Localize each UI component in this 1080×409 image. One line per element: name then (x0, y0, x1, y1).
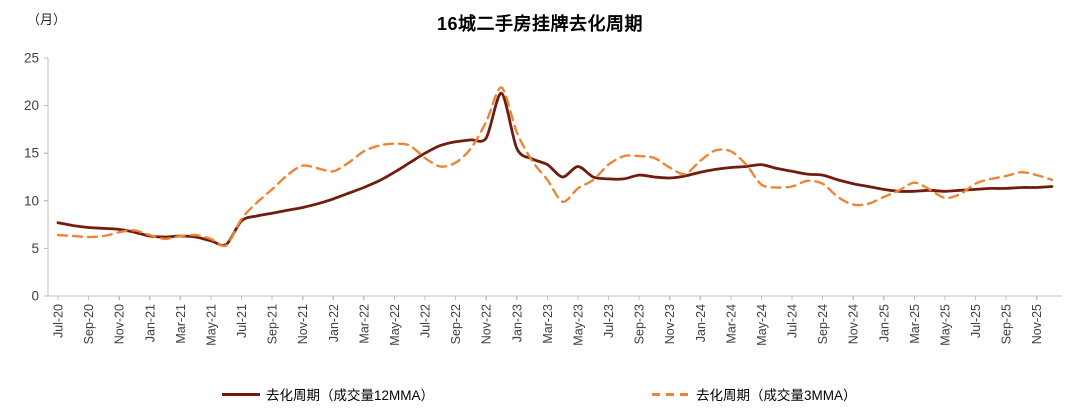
svg-text:25: 25 (24, 51, 39, 66)
y-axis-unit-label: （月） (27, 12, 67, 27)
svg-text:May-25: May-25 (938, 304, 952, 346)
svg-text:Jul-21: Jul-21 (235, 304, 249, 338)
svg-text:20: 20 (24, 98, 39, 113)
svg-text:10: 10 (24, 193, 39, 208)
svg-text:Sep-21: Sep-21 (266, 304, 280, 344)
legend-label-12mma: 去化周期（成交量12MMA） (266, 388, 435, 403)
svg-text:Sep-25: Sep-25 (1000, 304, 1014, 344)
svg-text:Jul-25: Jul-25 (969, 304, 983, 338)
svg-text:Mar-23: Mar-23 (541, 304, 555, 344)
svg-text:Sep-24: Sep-24 (816, 304, 830, 344)
svg-text:Jan-23: Jan-23 (510, 304, 524, 342)
svg-text:Jul-20: Jul-20 (52, 304, 66, 338)
svg-text:Nov-24: Nov-24 (847, 304, 861, 344)
svg-text:Jan-24: Jan-24 (694, 304, 708, 342)
legend-key-solid-line (222, 392, 260, 396)
svg-text:Jul-22: Jul-22 (419, 304, 433, 338)
svg-text:Jul-24: Jul-24 (786, 304, 800, 338)
svg-text:0: 0 (31, 289, 39, 304)
svg-text:Sep-23: Sep-23 (633, 304, 647, 344)
svg-text:May-24: May-24 (755, 304, 769, 346)
svg-text:May-21: May-21 (204, 304, 218, 346)
svg-text:Mar-21: Mar-21 (174, 304, 188, 344)
legend-label-3mma: 去化周期（成交量3MMA） (696, 388, 857, 403)
svg-text:Sep-20: Sep-20 (82, 304, 96, 344)
svg-text:15: 15 (24, 146, 39, 161)
svg-text:Jan-21: Jan-21 (143, 304, 157, 342)
svg-text:Mar-25: Mar-25 (908, 304, 922, 344)
chart-title: 16城二手房挂牌去化周期 (436, 14, 644, 34)
svg-text:Jan-25: Jan-25 (877, 304, 891, 342)
svg-text:Jan-22: Jan-22 (327, 304, 341, 342)
svg-text:May-22: May-22 (388, 304, 402, 346)
svg-text:Nov-22: Nov-22 (480, 304, 494, 344)
legend-item-12mma: 去化周期（成交量12MMA） (222, 382, 434, 406)
svg-text:Jul-23: Jul-23 (602, 304, 616, 338)
svg-text:Mar-24: Mar-24 (724, 304, 738, 344)
svg-text:Sep-22: Sep-22 (449, 304, 463, 344)
legend-item-3mma: 去化周期（成交量3MMA） (652, 382, 857, 406)
legend-key-dashed-line (652, 392, 690, 396)
svg-text:Nov-25: Nov-25 (1030, 304, 1044, 344)
svg-text:Nov-21: Nov-21 (296, 304, 310, 344)
svg-text:5: 5 (31, 241, 39, 256)
svg-text:Nov-23: Nov-23 (663, 304, 677, 344)
svg-text:May-23: May-23 (571, 304, 585, 346)
svg-text:Nov-20: Nov-20 (113, 304, 127, 344)
chart-legend: 去化周期（成交量12MMA） 去化周期（成交量3MMA） (0, 382, 1080, 406)
svg-text:Mar-22: Mar-22 (357, 304, 371, 344)
